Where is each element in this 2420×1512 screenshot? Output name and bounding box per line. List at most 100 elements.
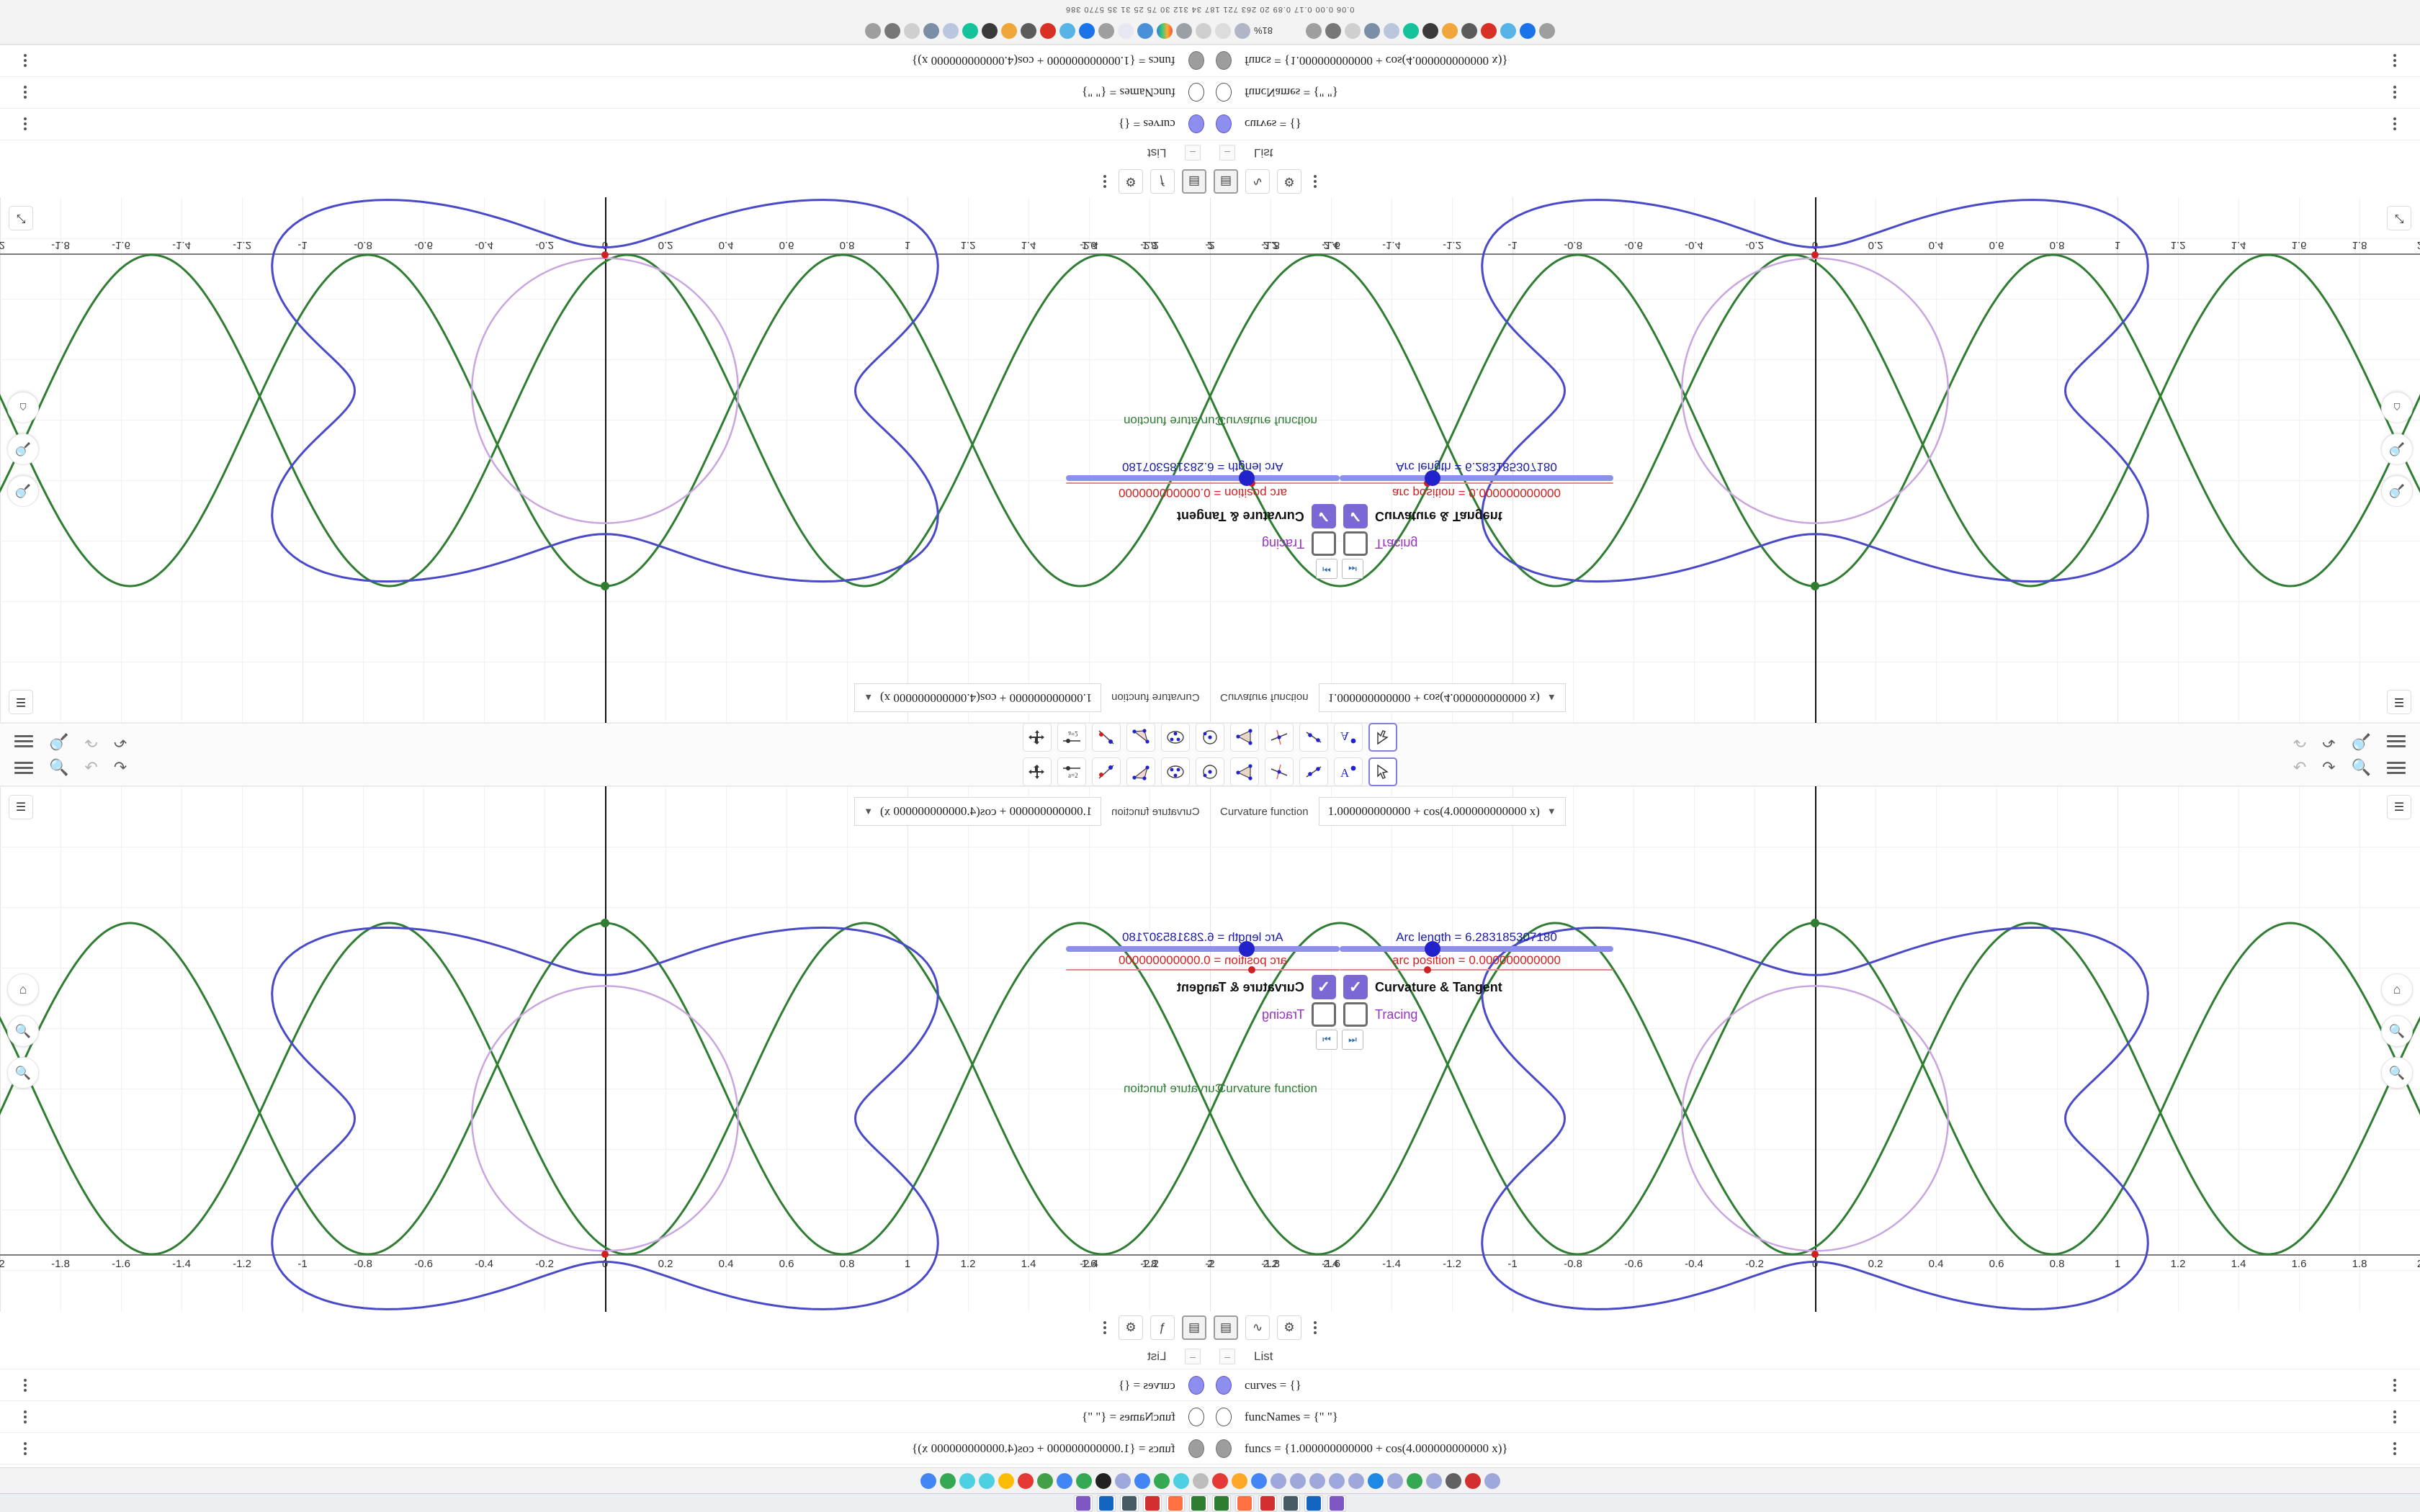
drop-icon[interactable]: [942, 23, 959, 39]
settings2-icon-m[interactable]: [1306, 23, 1322, 39]
tool-row[interactable]: a=2 A: [1023, 757, 1397, 786]
toolbar-right-group[interactable]: ↶ ↷ 🔍 ↶ ↷ 🔍: [2293, 732, 2406, 777]
notification-icon-m[interactable]: [1481, 23, 1497, 39]
tool-row-mirrored[interactable]: a=2 A: [1023, 723, 1397, 752]
angle-tool[interactable]: [1126, 757, 1155, 786]
collapse-button-right[interactable]: –: [1219, 145, 1235, 161]
bookmark-icon[interactable]: [1386, 1473, 1403, 1489]
redo-icon[interactable]: ↷: [113, 733, 127, 751]
book-icon[interactable]: [981, 23, 998, 39]
text-tool[interactable]: A: [1334, 757, 1363, 786]
visibility-toggle-left[interactable]: [1188, 51, 1204, 71]
curve-point[interactable]: [601, 582, 609, 590]
visibility-toggle-right[interactable]: [1216, 1375, 1232, 1395]
tracing-checkbox-right[interactable]: [1343, 1002, 1368, 1027]
graphics-view-top[interactable]: -2.4-2.2-2-2-1.8-1.8-1.6-1.6-1.4-1.4-1.2…: [0, 197, 2420, 723]
tab-strip-top[interactable]: 0.06 0.00 0.17 0.89 20 263 721 187 34 31…: [0, 0, 2420, 19]
nav-buttons-row[interactable]: ⏮ ⏭: [1316, 559, 1363, 579]
menu-icon-2[interactable]: [14, 761, 33, 774]
gear-icon[interactable]: [1098, 23, 1114, 39]
gear-icon[interactable]: ⚙: [1119, 169, 1143, 194]
plus-icon-m[interactable]: [1520, 23, 1536, 39]
arc-position-point[interactable]: [601, 1251, 609, 1258]
redo-icon-2[interactable]: ↷: [113, 758, 127, 776]
zoom-out-button-r[interactable]: 🔍: [2381, 475, 2413, 507]
bookmark-icon[interactable]: [1445, 1473, 1461, 1489]
visibility-toggle-right[interactable]: [1216, 1439, 1232, 1458]
arc-length-slider-left[interactable]: Arc length = 6.283185307180: [1066, 459, 1340, 486]
move-tool[interactable]: [1023, 723, 1052, 752]
visibility-toggle-left[interactable]: [1188, 83, 1204, 102]
home-button[interactable]: ⌂: [7, 392, 39, 423]
toolbar-left-group[interactable]: 🔍 ↶ ↷ 🔍 ↶ ↷: [14, 732, 127, 777]
bookmark-icon[interactable]: [1289, 1473, 1306, 1489]
redo-icon-3[interactable]: ↷: [2322, 733, 2336, 751]
drop-icon-m[interactable]: [1384, 23, 1400, 39]
polygon-tool[interactable]: [1230, 757, 1259, 786]
arc-position-track-left[interactable]: [1066, 966, 1340, 973]
arc-position-slider-right[interactable]: arc position = 0.000000000000: [1340, 953, 1613, 973]
conic-5pt-tool[interactable]: [1161, 723, 1190, 752]
point-on-object-tool[interactable]: [1092, 723, 1121, 752]
bookmark-icon[interactable]: [959, 1473, 975, 1489]
gear-icon[interactable]: ⚙: [1119, 1315, 1143, 1340]
menu-icon-4[interactable]: [2387, 761, 2406, 774]
taskbar-app-button[interactable]: [1281, 1495, 1300, 1511]
bookmark-icon[interactable]: [1017, 1473, 1034, 1489]
kebab-icon-2[interactable]: [1309, 175, 1322, 188]
bookmark-icon[interactable]: [1036, 1473, 1053, 1489]
zoom-in-button[interactable]: 🔍: [7, 1015, 39, 1047]
function-input-right[interactable]: 1.000000000000 + cos(4.000000000000 x) ▲: [1318, 683, 1566, 712]
bookmark-icon[interactable]: [1075, 1473, 1092, 1489]
table-row[interactable]: funcs = {1.000000000000 + cos(4.00000000…: [0, 45, 2420, 76]
text-tool[interactable]: A: [1334, 723, 1363, 752]
home-button[interactable]: ⌂: [7, 973, 39, 1005]
visibility-toggle-left[interactable]: [1188, 1407, 1204, 1426]
table-view-icon-2[interactable]: ▤: [1214, 1315, 1238, 1340]
row-kebab-icon-2[interactable]: [2388, 86, 2401, 99]
grammarly-icon[interactable]: [962, 23, 978, 39]
bookmark-icon[interactable]: [1173, 1473, 1189, 1489]
home-button-r[interactable]: ⌂: [2381, 392, 2413, 423]
bookmark-icon[interactable]: [1270, 1473, 1286, 1489]
algebra-toolbar-bottom[interactable]: ⚙ ƒ ▤ ▤ ∿ ⚙: [0, 1312, 2420, 1344]
bookmark-icon[interactable]: [939, 1473, 956, 1489]
zoom-out-button[interactable]: 🔍: [7, 475, 39, 507]
row-kebab-icon[interactable]: [19, 117, 32, 131]
flag-icon-m[interactable]: [1345, 23, 1361, 39]
algebra-group-header-bottom[interactable]: List – – List: [0, 1344, 2420, 1369]
paint-icon[interactable]: [1156, 23, 1173, 39]
grammarly-icon-m[interactable]: [1403, 23, 1420, 39]
wrench-icon[interactable]: [884, 23, 900, 39]
zoom-in-button-r[interactable]: 🔍: [2381, 1015, 2413, 1047]
polygon-tool[interactable]: [1230, 723, 1259, 752]
circle-center-tool[interactable]: [1196, 757, 1224, 786]
style-bar-button-left[interactable]: ☰: [9, 795, 33, 819]
formula-bar-top[interactable]: ▲ 1.000000000000 + cos(4.000000000000 x)…: [0, 683, 2420, 713]
bookmark-icon[interactable]: [1406, 1473, 1422, 1489]
table-row[interactable]: curves = {} curves = {}: [0, 108, 2420, 140]
row-kebab-icon-2[interactable]: [2388, 117, 2401, 131]
arc-length-slider-row[interactable]: Arc length = 6.283185307180 Arc length =…: [1066, 459, 1613, 486]
fullscreen-button-right[interactable]: ⤢: [2387, 206, 2411, 230]
bookmark-icon[interactable]: [1367, 1473, 1384, 1489]
system-taskbar[interactable]: [0, 1493, 2420, 1512]
curvature-tangent-checkbox-right[interactable]: ✓: [1343, 504, 1368, 528]
visibility-toggle-left[interactable]: [1188, 1375, 1204, 1395]
bookmark-icon[interactable]: [1192, 1473, 1209, 1489]
arc-length-knob-right[interactable]: [1425, 470, 1441, 486]
zoom-in-button-r[interactable]: 🔍: [2381, 433, 2413, 465]
taskbar-app-button[interactable]: [1304, 1495, 1323, 1511]
arc-position-point[interactable]: [1811, 1251, 1819, 1258]
table-view-icon-2[interactable]: ▤: [1214, 169, 1238, 194]
curve-point[interactable]: [1811, 919, 1819, 927]
slider-tool[interactable]: a=2: [1057, 757, 1086, 786]
bookmark-icon[interactable]: [1114, 1473, 1131, 1489]
derivative-icon[interactable]: ∿: [1245, 1315, 1270, 1340]
formula-bar-bottom[interactable]: ▼ 1.000000000000 + cos(4.000000000000 x)…: [0, 796, 2420, 827]
taskbar-app-button[interactable]: [1258, 1495, 1277, 1511]
visibility-toggle-right[interactable]: [1216, 51, 1232, 71]
table-view-icon[interactable]: ▤: [1182, 169, 1206, 194]
line-tool[interactable]: [1299, 757, 1328, 786]
bookmark-icon[interactable]: [1425, 1473, 1442, 1489]
